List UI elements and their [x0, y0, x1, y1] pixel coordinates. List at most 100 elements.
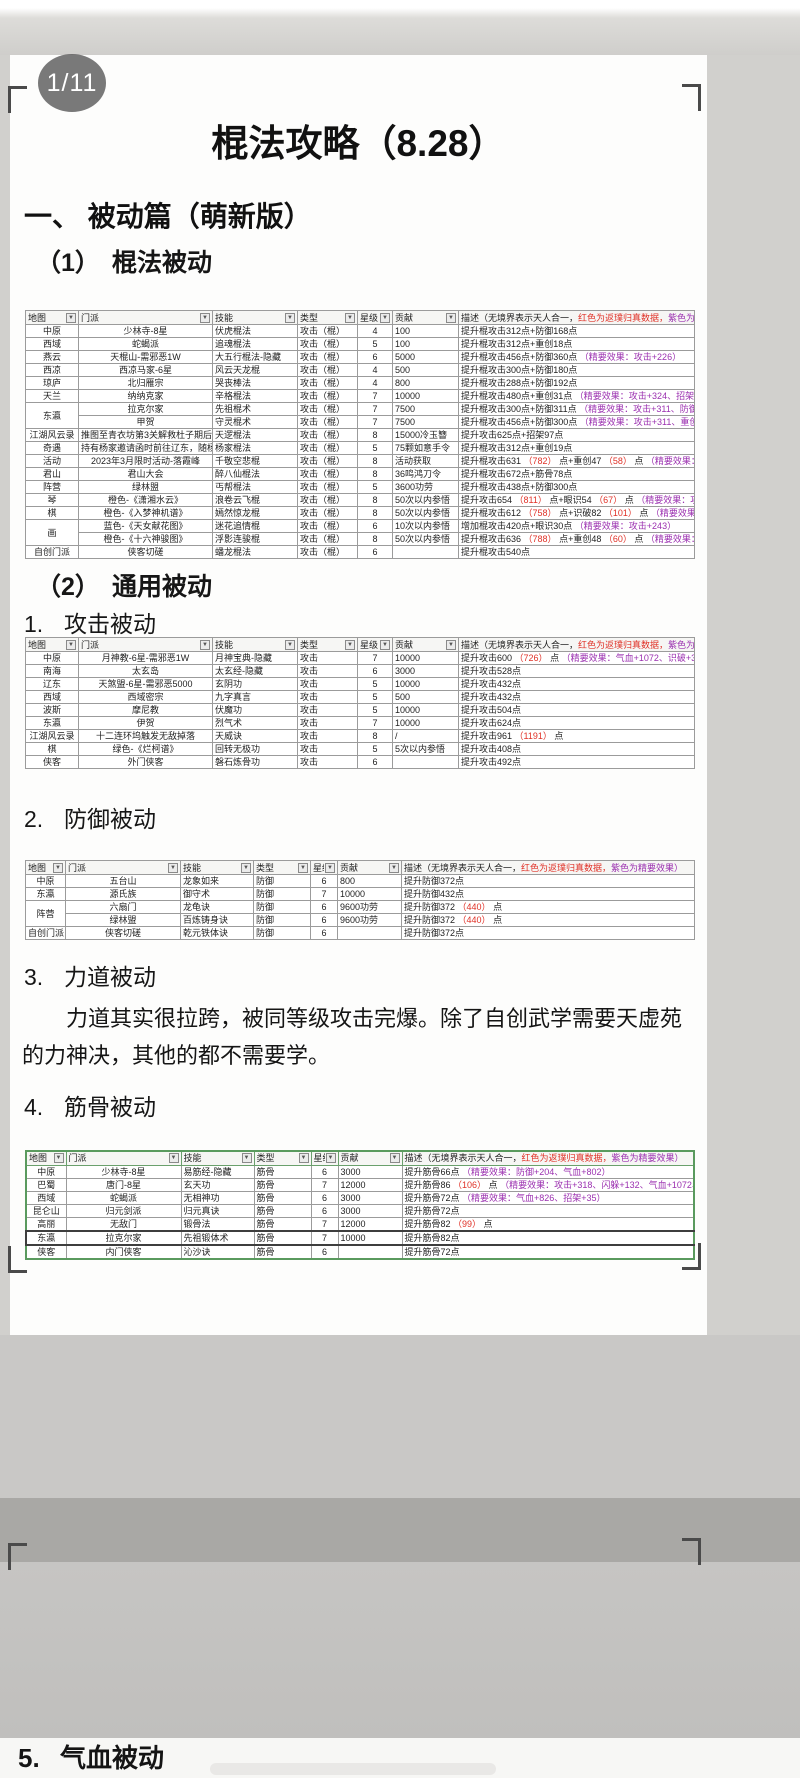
desc-segment: （精要效果：攻击+393、招架+46）: [645, 534, 694, 544]
desc-segment: 点: [490, 915, 503, 925]
column-header-skill: 技能 ▼: [212, 310, 298, 325]
desc-segment: 点: [490, 902, 503, 912]
desc-segment: 紫色为精要效果）: [668, 639, 695, 650]
column-header-sect: 门派 ▼: [65, 1150, 182, 1166]
desc-segment: 提升防御432点: [404, 889, 465, 899]
table-row: 甲贺 守灵棍术 攻击（棍） 7 7500 提升棍攻击456点+防御300点 （精要效果：攻…: [26, 415, 695, 429]
desc-segment: （精要效果：攻击+377、气血+1094）: [645, 456, 694, 466]
desc-segment: （60）: [603, 534, 632, 544]
column-header-contrib: 贡献 ▼: [392, 310, 459, 325]
document-page: 棍法攻略（8.28） 一、 被动篇（萌新版） （1） 棍法被动 地图 ▼ 门派 ▼ 技能 ▼…: [10, 55, 707, 1335]
column-header-star: 星级▼: [357, 637, 393, 652]
table-row: 奇遇 持有杨家邀请函时前往辽东，随杨 杨家棍法 攻击（棍） 5 75颗如意手令 提升棍攻击3…: [25, 441, 695, 455]
subsection-common-passive: （2） 通用被动: [36, 573, 213, 601]
column-header-contrib: 贡献 ▼: [337, 860, 402, 875]
filter-dropdown-icon: ▼: [66, 312, 76, 323]
desc-segment: （758）: [523, 508, 557, 518]
desc-segment: 描述（无境界表示天人合一，: [404, 1153, 522, 1164]
column-header-type: 类型 ▼: [253, 1150, 312, 1166]
desc-segment: 提升棍攻击612: [461, 508, 524, 518]
desc-segment: 点+重创48: [556, 534, 604, 544]
filter-dropdown-icon: ▼: [66, 639, 76, 650]
desc-segment: 提升棍攻击540点: [461, 547, 531, 557]
column-header-sect: 门派 ▼: [78, 310, 213, 325]
home-indicator-bar[interactable]: [210, 1763, 496, 1775]
heading-qixue-passive: 5. 气血被动: [18, 1743, 165, 1773]
table-row: 君山 君山大会 醉八仙棍法 攻击（棍） 8 36鸣鸿刀令 提升棍攻击672点+筋骨78点: [25, 467, 695, 481]
column-header-map: 地图 ▼: [25, 637, 79, 652]
table-row: 辽东 天煞盟-6星-需邪恶5000 玄阴功 攻击 5 10000 提升攻击432点: [25, 677, 695, 691]
table-row: 活动 2023年3月限时活动-落霞峰 千敬空悲棍 攻击（棍） 8 活动获取 提升棍攻击631…: [25, 454, 695, 468]
desc-segment: 提升攻击408点: [461, 744, 522, 754]
column-header-desc: 描述（无境界表示天人合一，红色为返璞归真数据，紫色为精要效果）: [401, 1150, 695, 1166]
desc-segment: 提升棍攻击438点+防御300点: [461, 482, 578, 492]
desc-segment: （精要效果：防御+204、气血+802）: [462, 1166, 611, 1177]
heading-jingu-passive: 4. 筋骨被动: [24, 1094, 156, 1120]
desc-segment: （精要效果：攻击+324、招架+34）: [574, 391, 695, 401]
desc-segment: 提升防御372: [404, 902, 458, 912]
column-header-desc: 描述（无境界表示天人合一，红色为返璞归真数据，紫色为精要效果）: [401, 860, 695, 875]
column-header-type: 类型 ▼: [297, 637, 358, 652]
crop-mark-lower-right: [682, 1538, 701, 1565]
filter-dropdown-icon: ▼: [53, 862, 63, 873]
desc-segment: （782）: [523, 456, 557, 466]
table-row: 西域 蛇蝎派 追魂棍法 攻击（棍） 5 100 提升棍攻击312点+重创18点: [25, 337, 695, 351]
desc-segment: 点+眼识54: [546, 495, 595, 505]
table-row: 江湖风云录 十二连环坞触发无敌掉落 天威诀 攻击 8/提升攻击961 （1191） 点: [25, 729, 695, 743]
desc-segment: （精要效果：攻击+377、识破+46）: [636, 495, 693, 505]
desc-segment: 描述（无境界表示天人合一，: [461, 639, 579, 650]
table-row: 东瀛 拉克尔家 先祖锻体术 筋骨 7 10000 提升筋骨82点: [25, 1229, 695, 1246]
filter-dropdown-icon: ▼: [325, 1153, 336, 1164]
desc-segment: （106）: [453, 1179, 487, 1190]
table-row: 高丽 无敌门 锻骨法 筋骨 7 12000 提升筋骨82 （99） 点: [25, 1216, 695, 1231]
filter-dropdown-icon: ▼: [200, 639, 210, 650]
column-header-sect: 门派 ▼: [78, 637, 213, 652]
filter-dropdown-icon: ▼: [241, 1153, 252, 1164]
desc-segment: 点: [481, 1218, 493, 1229]
desc-segment: 提升棍攻击300点+防御180点: [461, 365, 578, 375]
table-row: 西凉 西凉马家-6星 风云天龙棍 攻击（棍） 4 500 提升棍攻击300点+防御180点: [25, 363, 695, 377]
desc-segment: 紫色为精要效果）: [611, 1153, 684, 1164]
desc-segment: 提升攻击625点+招架97点: [461, 430, 564, 440]
attack-passive-table: 地图 ▼ 门派 ▼ 技能 ▼ 类型 ▼ 星级 ▼ 贡献 ▼ 描述（无境界表示天人合一，红色为返璞归真数据…: [25, 637, 695, 769]
desc-segment: 提升攻击624点: [461, 718, 522, 728]
filter-dropdown-icon: ▼: [285, 639, 295, 650]
page-indicator-text: 1/11: [46, 68, 98, 97]
desc-segment: 红色为返璞归真数据，: [521, 862, 612, 873]
table-row: 琴橙色-《潇湘水云》 浪卷云飞棍 攻击（棍） 8 50次以内参悟 提升攻击654 （811…: [25, 493, 695, 507]
desc-segment: 提升棍攻击288点+防御192点: [461, 378, 578, 388]
desc-segment: 提升攻击654: [461, 495, 515, 505]
table-row: 侠客 外门侠客 磐石炼骨功 攻击 6 提升攻击492点: [25, 755, 695, 769]
filter-dropdown-icon: ▼: [345, 639, 355, 650]
desc-segment: 紫色为精要效果）: [611, 862, 684, 873]
desc-segment: 提升筋骨82点: [404, 1232, 460, 1243]
desc-segment: 点: [631, 534, 646, 544]
background-band-lower: [0, 1562, 800, 1738]
desc-segment: （67）: [594, 495, 623, 505]
table-row: 西域 蛇蝎派 无相神功 筋骨 6 3000 提升筋骨72点 （精要效果：气血+826、招架+…: [25, 1190, 695, 1205]
desc-segment: 提升防御372点: [404, 928, 465, 938]
column-header-skill: 技能 ▼: [180, 860, 254, 875]
table-row: 南海 太玄岛 太玄经-隐藏 攻击 6 3000 提升攻击528点: [25, 664, 695, 678]
table-row: 绿林盟 百炼铸身诀 防御 6 9600功劳 提升防御372 （440） 点: [26, 913, 695, 927]
table-row: 燕云 天棍山-需邪恶1W 大五行棍法-隐藏 攻击（棍） 6 5000 提升棍攻击456点+防…: [25, 350, 695, 364]
desc-segment: 描述（无境界表示天人合一，: [404, 862, 522, 873]
desc-segment: （精要效果：攻击+31、气血+1094）: [650, 508, 695, 518]
desc-segment: 提升筋骨86: [404, 1179, 454, 1190]
desc-segment: 紫色为精要效果）: [668, 312, 695, 323]
viewer-top-band: [0, 0, 800, 55]
desc-segment: 提升筋骨82: [404, 1218, 454, 1229]
desc-segment: （101）: [603, 508, 637, 518]
column-header-contrib: 贡献 ▼: [392, 637, 459, 652]
desc-segment: 提升攻击600: [461, 653, 515, 663]
filter-dropdown-icon: ▼: [389, 862, 399, 873]
section-heading-passive: 一、 被动篇（萌新版）: [24, 201, 312, 232]
desc-segment: 提升攻击432点: [461, 679, 522, 689]
desc-segment: 提升筋骨72点: [404, 1246, 460, 1257]
filter-dropdown-icon: ▼: [325, 862, 335, 873]
filter-dropdown-icon: ▼: [380, 639, 390, 650]
jingu-passive-table: 地图▼门派▼技能▼类型▼星级▼贡献▼描述（无境界表示天人合一，红色为返璞归真数据…: [25, 1150, 695, 1260]
desc-segment: （精要效果：气血+1072、识破+33、防御+272、重创+20）: [561, 653, 694, 663]
desc-segment: 提升筋骨72点: [404, 1205, 460, 1216]
table-row: 中原 五台山 龙象如来 防御 6 800 提升防御372点: [25, 874, 695, 888]
